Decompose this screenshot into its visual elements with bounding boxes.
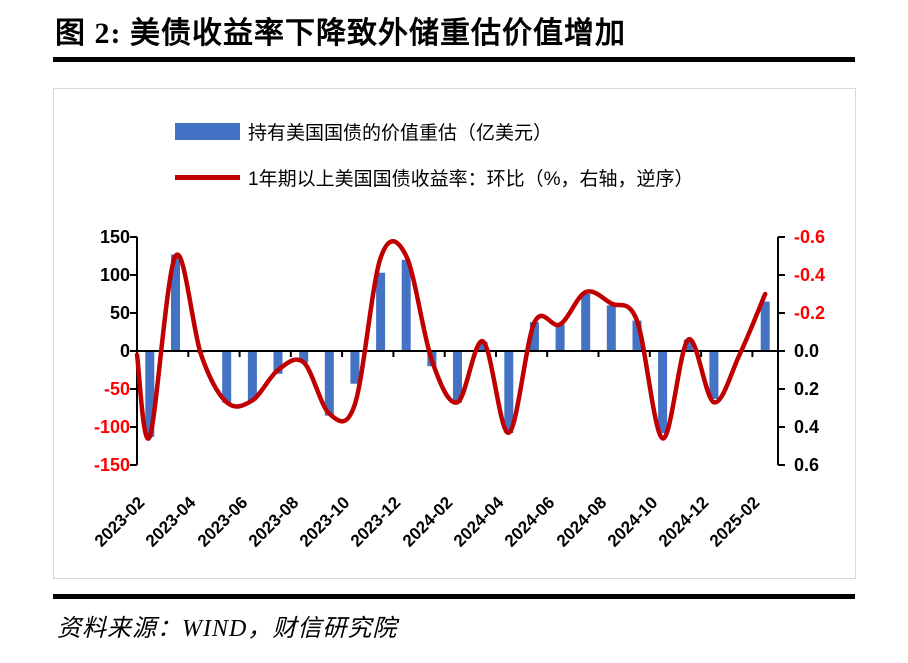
bottom-divider <box>53 594 855 599</box>
bar-series <box>145 254 770 437</box>
plot-area: 150 100 50 0 -50 -100 -150 -0.6 -0.4 -0.2 0.0 0.2 0.… <box>54 89 853 576</box>
bar-2024-06 <box>555 324 565 351</box>
right-axis-tick-0.2: 0.2 <box>794 379 820 399</box>
bar-2024-05 <box>529 322 539 351</box>
right-axis-tick--0.2: -0.2 <box>794 303 826 323</box>
source-note: 资料来源：WIND，财信研究院 <box>57 616 398 642</box>
bar-2024-03 <box>478 341 488 351</box>
bar-2024-07 <box>581 294 591 351</box>
yield-line-series <box>134 239 768 441</box>
bar-2024-08 <box>606 305 616 351</box>
bar-2023-02 <box>145 351 155 437</box>
bar-series-swatch <box>175 122 240 140</box>
bar-2023-06 <box>247 351 257 401</box>
right-axis-tick-0.6: 0.6 <box>794 455 820 475</box>
left-axis-tick--50: -50 <box>103 379 130 399</box>
left-axis-tick--150: -150 <box>93 455 130 475</box>
bar-2024-02 <box>453 351 462 403</box>
bar-2025-02 <box>760 301 770 351</box>
legend-item-bars: 持有美国国债的价值重估（亿美元） <box>175 119 693 144</box>
bar-2023-12 <box>401 259 411 351</box>
bar-2023-05 <box>222 351 232 403</box>
chart-container: 150 100 50 0 -50 -100 -150 -0.6 -0.4 -0.2 0.0 0.2 0.… <box>53 88 856 579</box>
title-divider <box>53 57 855 62</box>
line-series-swatch <box>175 174 240 180</box>
chart-canvas <box>130 236 785 466</box>
left-axis-tick--100: -100 <box>93 417 130 437</box>
bar-2024-10 <box>658 351 668 434</box>
right-axis-tick--0.6: -0.6 <box>794 227 826 247</box>
left-axis-tick-150: 150 <box>99 227 130 247</box>
axes <box>130 236 785 466</box>
right-axis-tick--0.4: -0.4 <box>794 265 826 285</box>
legend-label-bars: 持有美国国债的价值重估（亿美元） <box>248 122 553 144</box>
bar-2023-07 <box>273 351 283 374</box>
legend-label-line: 1年期以上美国国债收益率：环比（%，右轴，逆序） <box>248 168 694 190</box>
bar-2023-03 <box>171 254 180 351</box>
bar-2023-10 <box>350 351 360 384</box>
bar-2023-08 <box>299 351 309 363</box>
bar-2024-11 <box>683 339 693 351</box>
figure-title: 图 2: 美债收益率下降致外储重估价值增加 <box>55 17 626 50</box>
bar-2023-11 <box>376 272 386 351</box>
right-axis-tick-0.4: 0.4 <box>794 417 820 437</box>
legend-item-line: 1年期以上美国国债收益率：环比（%，右轴，逆序） <box>175 165 694 190</box>
left-axis-tick-0: 0 <box>119 341 130 361</box>
right-axis-tick-0.0: 0.0 <box>794 341 820 361</box>
left-axis-tick-100: 100 <box>99 265 130 285</box>
left-axis-tick-50: 50 <box>109 303 130 323</box>
chart-legend: 持有美国国债的价值重估（亿美元） 1年期以上美国国债收益率：环比（%，右轴，逆序… <box>175 119 693 211</box>
bar-2024-12 <box>709 351 719 399</box>
bar-2024-09 <box>632 320 642 351</box>
bar-2023-09 <box>324 351 334 416</box>
bar-2024-04 <box>504 351 514 434</box>
